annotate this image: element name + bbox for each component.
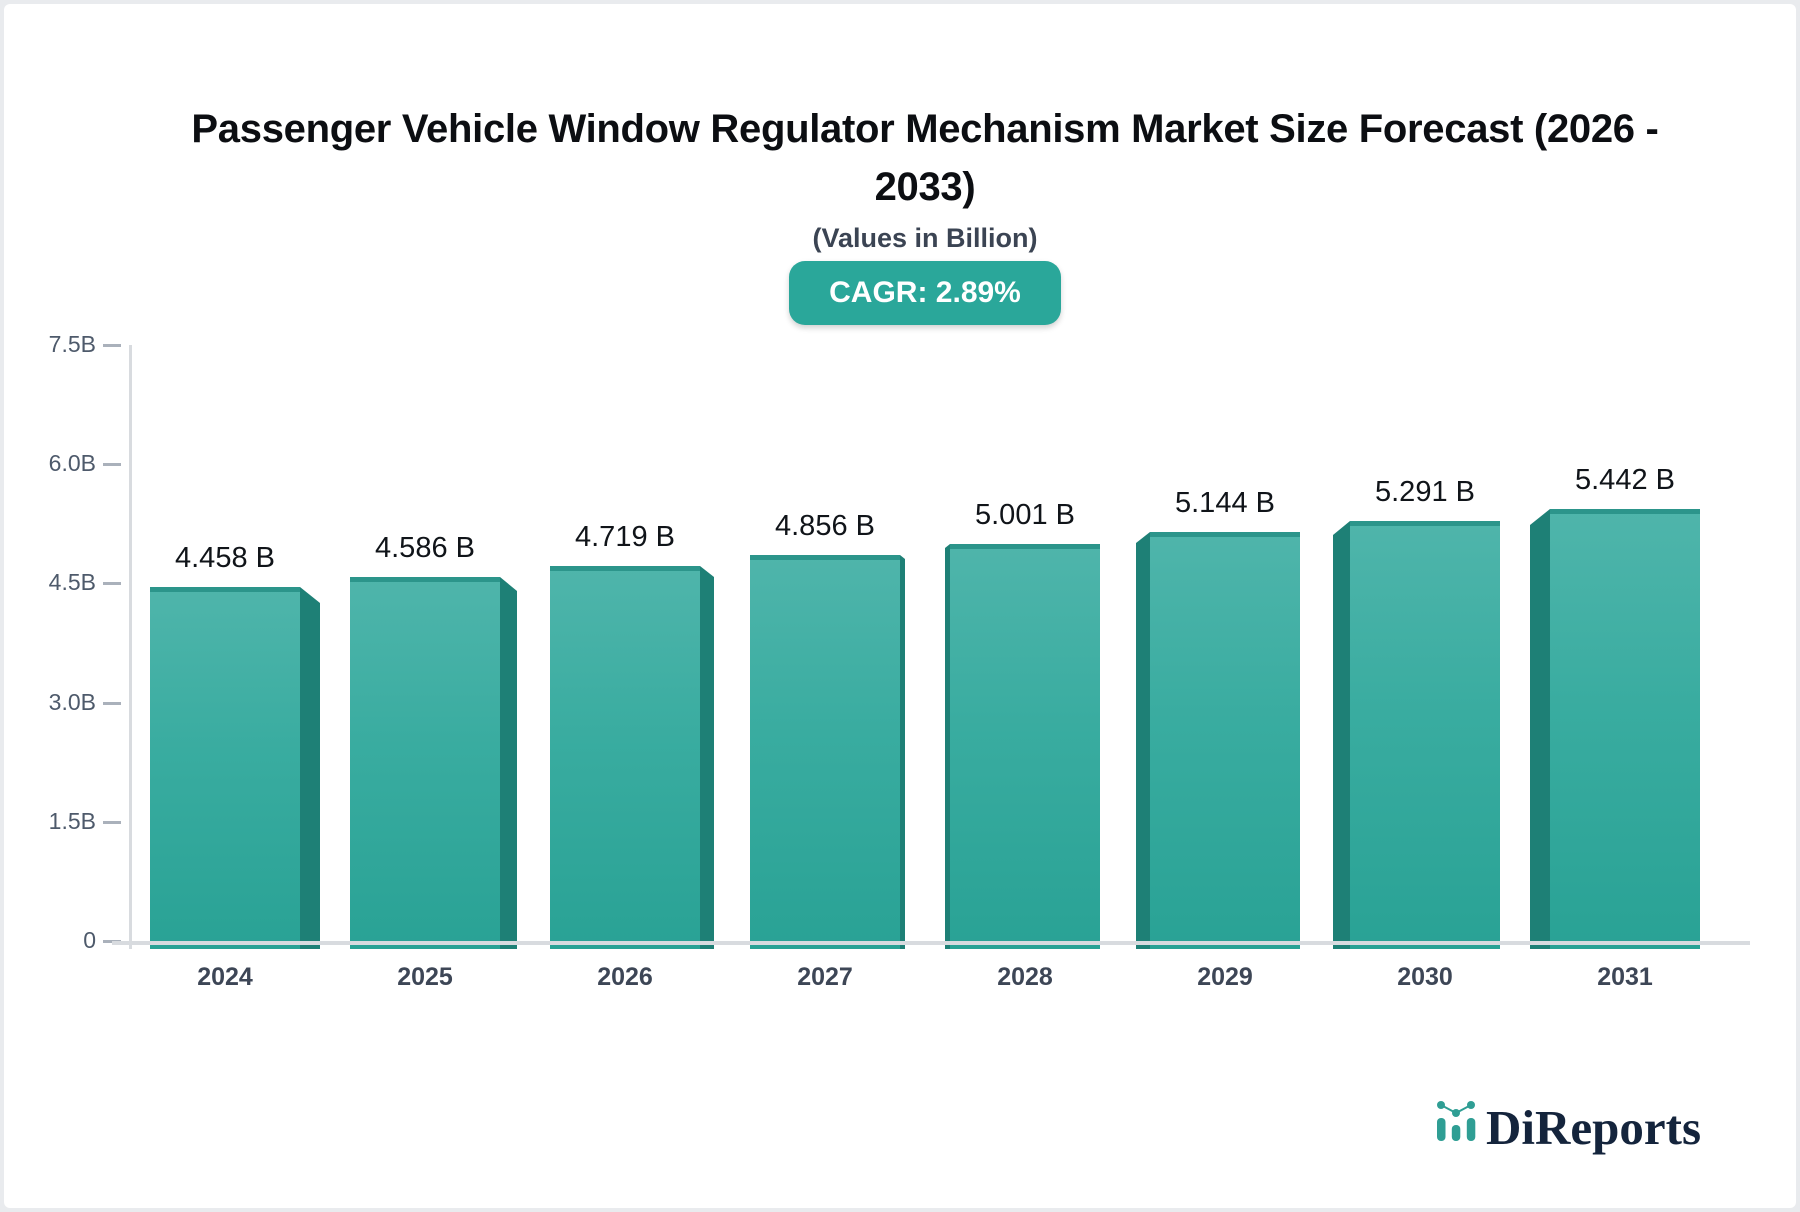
bar-3d-side (500, 577, 517, 949)
bar-3d-side (945, 544, 950, 949)
bar-value-label: 5.144 B (1175, 487, 1275, 519)
chart-subtitle: (Values in Billion) (812, 223, 1038, 253)
bar-3d-side (1136, 532, 1150, 949)
bar-value-label: 5.442 B (1575, 464, 1675, 496)
x-axis-category-label: 2028 (997, 963, 1053, 991)
bar-top-edge (1550, 509, 1700, 514)
bar-2031[interactable] (1550, 509, 1700, 949)
bar-3d-side (1530, 509, 1550, 949)
y-axis-tick-label: 3.0B (48, 688, 96, 715)
y-axis-tick-label: 7.5B (48, 330, 96, 357)
y-axis-tick (103, 701, 121, 705)
bar-value-label: 5.291 B (1375, 476, 1475, 508)
logo-text: DiReports (1486, 1100, 1702, 1155)
bar-top-edge (350, 577, 500, 582)
bar-value-label: 5.001 B (975, 499, 1075, 531)
mini-bar-chart-icon (1437, 1101, 1476, 1141)
x-axis-category-label: 2024 (197, 963, 253, 991)
bar-value-label: 4.458 B (175, 542, 275, 574)
y-axis-tick (103, 582, 121, 586)
cagr-badge: CAGR: 2.89% (789, 261, 1061, 325)
y-axis-tick-label: 1.5B (48, 807, 96, 834)
bar-2028[interactable] (950, 544, 1100, 949)
y-axis-line (129, 344, 132, 949)
chart-title-line1: Passenger Vehicle Window Regulator Mecha… (191, 107, 1659, 151)
bar-2024[interactable] (150, 587, 300, 949)
bar-top-edge (950, 544, 1100, 549)
y-axis-tick-label: 4.5B (48, 569, 96, 596)
chart-card: Passenger Vehicle Window Regulator Mecha… (4, 4, 1796, 1208)
x-axis-category-label: 2026 (597, 963, 653, 991)
x-axis-baseline (112, 941, 1750, 945)
bar-2030[interactable] (1350, 521, 1500, 949)
bar-3d-side (900, 555, 905, 949)
bar-2027[interactable] (750, 555, 900, 949)
bar-2025[interactable] (350, 577, 500, 949)
x-axis-category-label: 2027 (797, 963, 853, 991)
cagr-badge-row: CAGR: 2.89% (59, 261, 1791, 325)
bar-value-label: 4.856 B (775, 510, 875, 542)
bar-value-label: 4.719 B (575, 521, 675, 553)
x-axis-category-label: 2030 (1397, 963, 1453, 991)
bar-value-label: 4.586 B (375, 532, 475, 564)
bar-top-edge (1150, 532, 1300, 537)
bar-top-edge (1350, 521, 1500, 526)
y-axis-tick (103, 463, 121, 467)
bar-top-edge (150, 587, 300, 592)
bar-3d-side (1333, 521, 1350, 949)
y-axis-tick (103, 820, 121, 824)
x-axis-category-label: 2025 (397, 963, 453, 991)
x-axis-category-label: 2031 (1597, 963, 1653, 991)
bar-top-edge (550, 566, 700, 571)
bar-2029[interactable] (1150, 532, 1300, 949)
bar-top-edge (750, 555, 900, 560)
bar-2026[interactable] (550, 566, 700, 949)
chart-title-line2: 2033) (874, 165, 976, 209)
bar-3d-side (300, 587, 320, 949)
y-axis-tick-label: 6.0B (48, 450, 96, 477)
bar-3d-side (700, 566, 714, 949)
y-axis-tick-label: 0 (83, 927, 96, 953)
x-axis-category-label: 2029 (1197, 963, 1253, 991)
y-axis-tick (103, 343, 121, 347)
direports-logo: DiReports (1436, 1098, 1701, 1155)
chart-title: Passenger Vehicle Window Regulator Mecha… (59, 100, 1791, 216)
